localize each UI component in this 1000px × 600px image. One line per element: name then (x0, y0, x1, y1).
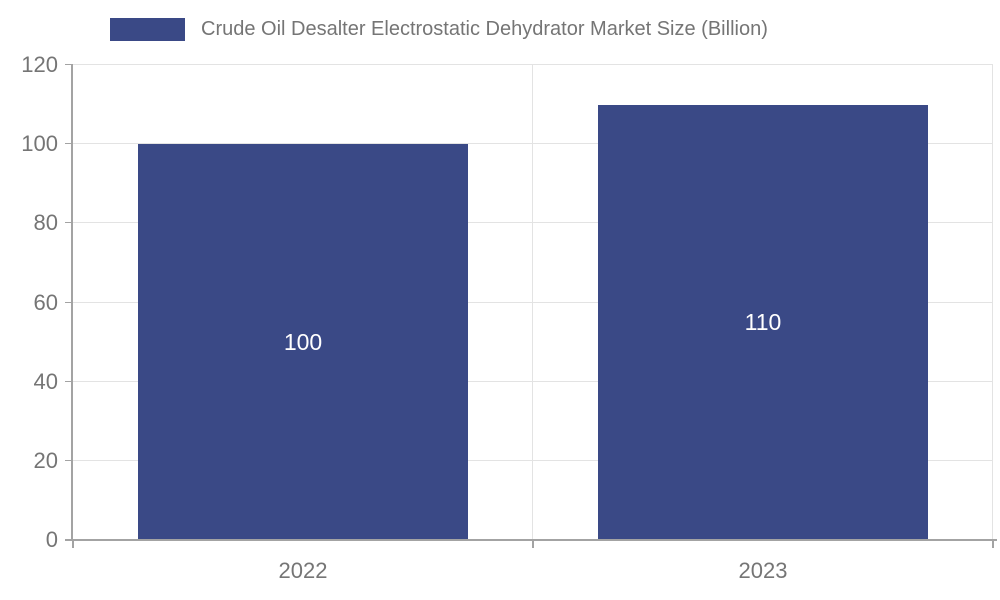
h-gridline (73, 64, 993, 65)
legend-label: Crude Oil Desalter Electrostatic Dehydra… (201, 18, 768, 40)
h-gridline (73, 459, 993, 461)
y-axis-tick (65, 539, 73, 540)
plot-area: 100 110 (73, 64, 993, 540)
y-tick-label: 80 (33, 210, 58, 236)
x-axis-tick (72, 541, 74, 548)
y-tick-label: 100 (21, 131, 58, 157)
v-gridline (532, 65, 533, 540)
y-axis-tick (65, 143, 73, 145)
y-tick-label: 0 (45, 527, 58, 552)
h-gridline (73, 222, 993, 224)
x-tick-label: 2023 (738, 558, 788, 583)
x-axis-line (65, 539, 997, 541)
y-axis-line (71, 65, 73, 541)
y-tick-label: 20 (33, 447, 58, 473)
y-axis-tick (65, 222, 73, 224)
h-gridline (73, 301, 993, 303)
bar[interactable] (138, 144, 468, 540)
y-tick-label: 40 (33, 368, 58, 394)
y-axis-tick (65, 459, 73, 461)
legend[interactable]: Crude Oil Desalter Electrostatic Dehydra… (110, 18, 768, 41)
bar[interactable] (598, 104, 928, 540)
h-gridline (73, 143, 993, 145)
y-axis-tick (65, 301, 73, 303)
y-tick-label: 120 (21, 52, 58, 77)
legend-swatch (110, 18, 185, 41)
y-axis-tick (65, 380, 73, 382)
h-gridline (73, 380, 993, 382)
x-axis-tick (532, 541, 534, 548)
y-axis-tick (65, 64, 73, 65)
v-gridline (992, 65, 993, 540)
x-axis-tick (992, 541, 994, 548)
y-tick-label: 60 (33, 289, 58, 315)
x-tick-label: 2022 (278, 558, 328, 583)
bar-value-label: 110 (744, 309, 782, 336)
bar-value-label: 100 (283, 329, 323, 356)
